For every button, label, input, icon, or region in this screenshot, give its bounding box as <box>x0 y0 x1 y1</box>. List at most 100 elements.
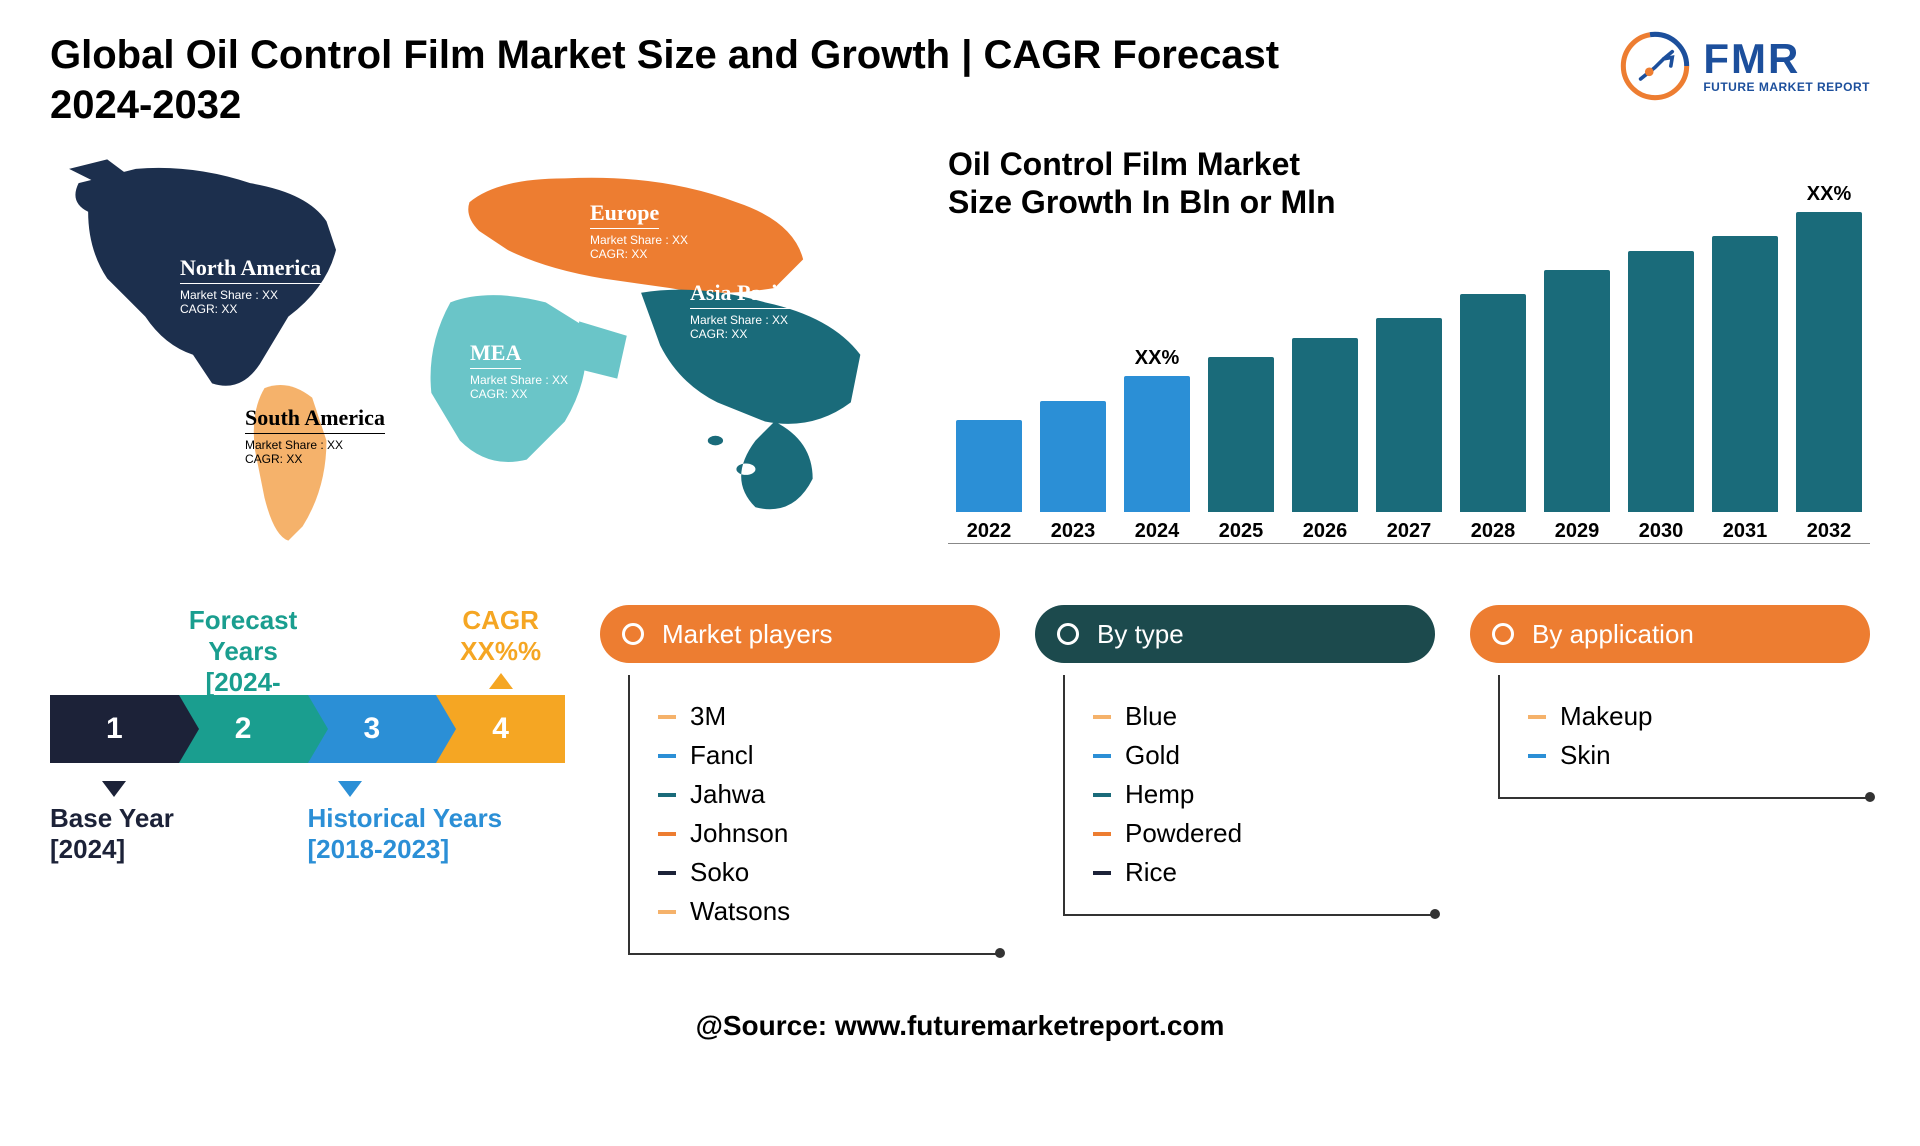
bar-rect <box>1544 270 1610 512</box>
bar-2028: 2028 <box>1460 294 1526 543</box>
cat-item-label: Watsons <box>690 896 790 927</box>
cat-item: Watsons <box>658 896 980 927</box>
tick-icon <box>1528 754 1546 758</box>
bar-2022: 2022 <box>956 420 1022 543</box>
header: Global Oil Control Film Market Size and … <box>50 30 1870 130</box>
bar-2032: XX% 2032 <box>1796 183 1862 543</box>
timeline-bar: 1 2 3 4 <box>50 695 565 763</box>
cat-item: Rice <box>1093 857 1415 888</box>
bar-rect <box>1712 236 1778 512</box>
cat-item: Jahwa <box>658 779 980 810</box>
tick-icon <box>658 754 676 758</box>
cat-item-label: Powdered <box>1125 818 1242 849</box>
cat-item: Johnson <box>658 818 980 849</box>
cat-item-label: Fancl <box>690 740 754 771</box>
bar-2024: XX% 2024 <box>1124 347 1190 542</box>
tick-icon <box>658 715 676 719</box>
bar-year: 2027 <box>1387 520 1432 543</box>
tick-icon <box>658 793 676 797</box>
cat-list: Blue Gold Hemp Powdered Rice <box>1063 675 1435 916</box>
cat-item: Skin <box>1528 740 1850 771</box>
cat-item-label: Blue <box>1125 701 1177 732</box>
bar-rect <box>1040 401 1106 512</box>
bar-marker-2024: XX% <box>1135 347 1179 370</box>
bar-year: 2022 <box>967 520 1012 543</box>
cat-item: Soko <box>658 857 980 888</box>
bar-rect <box>1124 376 1190 511</box>
label-eu: Europe Market Share : XX CAGR: XX <box>590 200 688 261</box>
bar-chart: Oil Control Film Market Size Growth In B… <box>948 145 1870 555</box>
cat-item-label: Hemp <box>1125 779 1194 810</box>
bar-2029: 2029 <box>1544 270 1610 543</box>
label-sa: South America Market Share : XX CAGR: XX <box>245 405 385 466</box>
cat-item-label: Johnson <box>690 818 788 849</box>
tl-seg-1: 1 <box>50 695 179 763</box>
category-box-2: By application Makeup Skin <box>1470 605 1870 955</box>
cat-item-label: Jahwa <box>690 779 765 810</box>
cat-item: Fancl <box>658 740 980 771</box>
logo-icon <box>1619 30 1691 102</box>
bar-year: 2024 <box>1135 520 1180 543</box>
source-line: @Source: www.futuremarketreport.com <box>50 1010 1870 1042</box>
base-label: Base Year[2024] <box>50 781 179 865</box>
cat-item: Gold <box>1093 740 1415 771</box>
cat-item-label: Makeup <box>1560 701 1653 732</box>
bar-2025: 2025 <box>1208 357 1274 543</box>
bar-marker-2032: XX% <box>1807 183 1851 206</box>
bar-2023: 2023 <box>1040 401 1106 543</box>
cat-header: By type <box>1035 605 1435 663</box>
category-box-1: By type Blue Gold Hemp Powdered Rice <box>1035 605 1435 955</box>
bar-year: 2025 <box>1219 520 1264 543</box>
bar-2030: 2030 <box>1628 251 1694 543</box>
cat-item-label: Gold <box>1125 740 1180 771</box>
cat-item: 3M <box>658 701 980 732</box>
bar-year: 2032 <box>1807 520 1852 543</box>
cat-item: Blue <box>1093 701 1415 732</box>
tick-icon <box>658 871 676 875</box>
bar-year: 2031 <box>1723 520 1768 543</box>
hist-label: Historical Years[2018-2023] <box>308 781 566 865</box>
bars-container: 2022 2023 XX% 2024 2025 2026 2027 2028 2029 2030 2… <box>948 234 1870 544</box>
bar-year: 2026 <box>1303 520 1348 543</box>
cat-item: Makeup <box>1528 701 1850 732</box>
world-map: North America Market Share : XX CAGR: XX… <box>50 145 908 555</box>
bar-rect <box>1628 251 1694 512</box>
bar-year: 2030 <box>1639 520 1684 543</box>
tick-icon <box>1093 871 1111 875</box>
bar-rect <box>1292 338 1358 512</box>
bar-rect <box>956 420 1022 512</box>
bar-rect <box>1460 294 1526 512</box>
bar-rect <box>1208 357 1274 512</box>
bar-year: 2023 <box>1051 520 1096 543</box>
bar-2031: 2031 <box>1712 236 1778 543</box>
timeline: Forecast Years[2024-2032] CAGRXX%% 1 2 3… <box>50 605 565 865</box>
category-box-0: Market players 3M Fancl Jahwa Johnson Soko Wat… <box>600 605 1000 955</box>
label-ap: Asia Pacific Market Share : XX CAGR: XX <box>690 280 801 341</box>
bar-rect <box>1376 318 1442 512</box>
tick-icon <box>658 910 676 914</box>
cat-header: By application <box>1470 605 1870 663</box>
cat-item-label: Rice <box>1125 857 1177 888</box>
bar-2026: 2026 <box>1292 338 1358 543</box>
cat-item-label: 3M <box>690 701 726 732</box>
cat-list: 3M Fancl Jahwa Johnson Soko Watsons <box>628 675 1000 955</box>
fmr-logo: FMR FUTURE MARKET REPORT <box>1619 30 1870 102</box>
chart-title: Oil Control Film Market Size Growth In B… <box>948 145 1368 222</box>
tick-icon <box>1093 715 1111 719</box>
cat-item-label: Soko <box>690 857 749 888</box>
cat-item: Hemp <box>1093 779 1415 810</box>
cat-header: Market players <box>600 605 1000 663</box>
tick-icon <box>1093 832 1111 836</box>
tick-icon <box>1093 754 1111 758</box>
tick-icon <box>658 832 676 836</box>
tick-icon <box>1093 793 1111 797</box>
tick-icon <box>1528 715 1546 719</box>
label-na: North America Market Share : XX CAGR: XX <box>180 255 321 316</box>
page-title: Global Oil Control Film Market Size and … <box>50 30 1350 130</box>
bar-2027: 2027 <box>1376 318 1442 543</box>
label-mea: MEA Market Share : XX CAGR: XX <box>470 340 568 401</box>
cat-list: Makeup Skin <box>1498 675 1870 799</box>
bar-year: 2029 <box>1555 520 1600 543</box>
cat-item: Powdered <box>1093 818 1415 849</box>
cat-item-label: Skin <box>1560 740 1611 771</box>
